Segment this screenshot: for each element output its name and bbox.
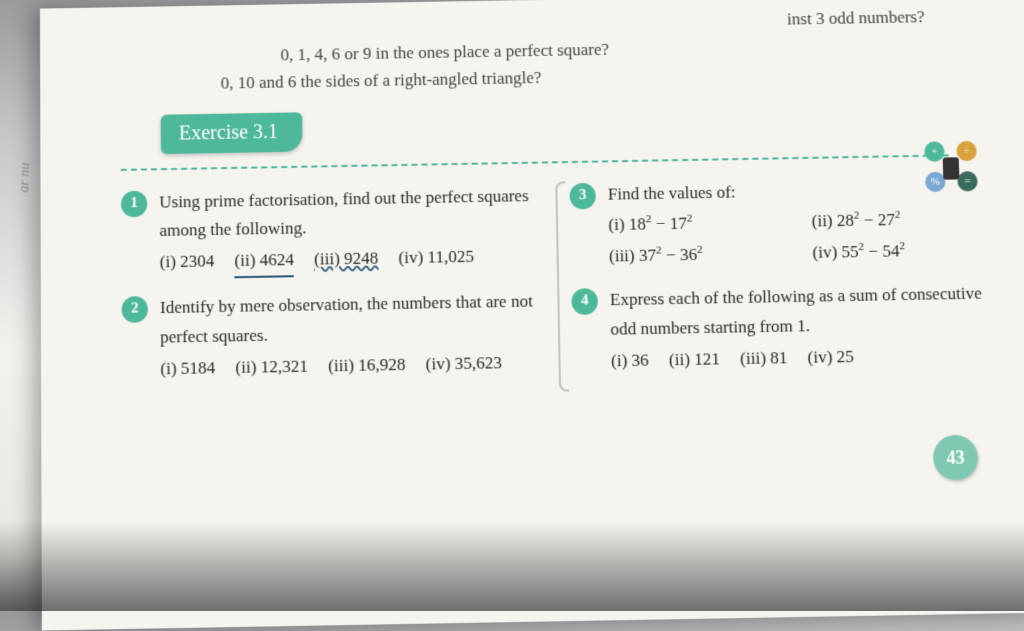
divide-icon: ÷ bbox=[956, 141, 977, 162]
equals-icon: = bbox=[957, 171, 978, 192]
option: (ii) 282 − 272 bbox=[811, 205, 991, 237]
option: (iv) 11,025 bbox=[398, 243, 474, 276]
question-text: Express each of the following as a sum o… bbox=[610, 279, 995, 345]
option: (iv) 552 − 542 bbox=[812, 236, 992, 268]
question-number-badge: 3 bbox=[569, 182, 596, 209]
option: (iv) 35,623 bbox=[426, 349, 503, 380]
plus-icon: + bbox=[924, 141, 945, 162]
margin-note: ar nu bbox=[17, 162, 34, 193]
option: (iv) 25 bbox=[807, 343, 854, 373]
question-options: (i) 2304 (ii) 4624 (iii) 9248 (iv) 11,02… bbox=[160, 242, 543, 280]
option: (i) 5184 bbox=[160, 354, 215, 384]
question-text: Identify by mere observation, the number… bbox=[160, 287, 544, 353]
option: (iii) 16,928 bbox=[328, 351, 406, 382]
math-icon-cluster: + ÷ % = bbox=[922, 141, 980, 198]
question-2: 2 Identify by mere observation, the numb… bbox=[122, 287, 545, 385]
left-column: 1 Using prime factorisation, find out th… bbox=[121, 181, 545, 399]
option: (ii) 4624 bbox=[234, 246, 294, 278]
question-number-badge: 4 bbox=[571, 288, 598, 315]
question-number-badge: 2 bbox=[122, 296, 148, 323]
page-number-badge: 43 bbox=[933, 435, 979, 481]
question-4: 4 Express each of the following as a sum… bbox=[571, 279, 995, 377]
questions-container: 1 Using prime factorisation, find out th… bbox=[121, 173, 996, 399]
option: (iii) 372 − 362 bbox=[609, 239, 789, 271]
question-options: (i) 36 (ii) 121 (iii) 81 (iv) 25 bbox=[611, 340, 996, 376]
question-options: (i) 182 − 172 (ii) 282 − 272 (iii) 372 −… bbox=[608, 205, 992, 272]
option: (ii) 12,321 bbox=[235, 352, 308, 383]
textbook-page: ar nu inst 3 odd numbers? 0, 1, 4, 6 or … bbox=[40, 0, 1024, 630]
question-text: Using prime factorisation, find out the … bbox=[159, 181, 542, 246]
question-options: (i) 5184 (ii) 12,321 (iii) 16,928 (iv) 3… bbox=[160, 348, 544, 384]
option: (iii) 81 bbox=[740, 344, 788, 374]
option: (i) 182 − 172 bbox=[608, 208, 788, 240]
option: (ii) 121 bbox=[669, 345, 721, 375]
partial-previous-text: inst 3 odd numbers? 0, 1, 4, 6 or 9 in t… bbox=[220, 2, 987, 97]
divider bbox=[121, 154, 949, 171]
option: (i) 2304 bbox=[160, 248, 215, 280]
question-1: 1 Using prime factorisation, find out th… bbox=[121, 181, 543, 280]
exercise-badge: Exercise 3.1 bbox=[161, 112, 303, 154]
person-icon bbox=[943, 157, 960, 179]
curly-brace-decoration bbox=[555, 181, 569, 392]
right-column: 3 Find the values of: (i) 182 − 172 (ii)… bbox=[569, 173, 995, 391]
question-number-badge: 1 bbox=[121, 190, 147, 217]
option: (iii) 9248 bbox=[314, 245, 379, 277]
option: (i) 36 bbox=[611, 346, 649, 376]
